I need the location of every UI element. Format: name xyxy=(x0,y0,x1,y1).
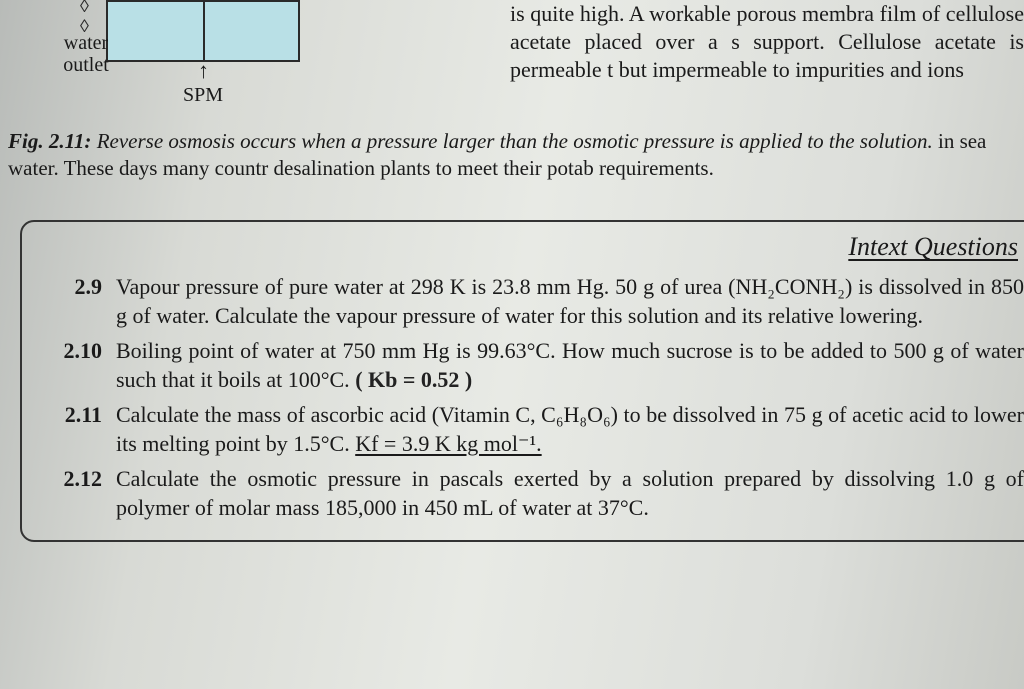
intext-questions-heading: Intext Questions xyxy=(40,232,1024,266)
water-label-line1: water xyxy=(64,32,108,54)
textbook-page: ◊ ◊ water outlet ↑ SPM is quite high. A … xyxy=(0,0,1024,689)
question-2-11: 2.11 Calculate the mass of ascorbic acid… xyxy=(40,400,1024,458)
semipermeable-membrane xyxy=(203,2,205,60)
reverse-osmosis-diagram: ◊ ◊ water outlet ↑ SPM xyxy=(28,0,298,120)
top-paragraph: is quite high. A workable porous membra … xyxy=(510,0,1024,84)
question-2-12: 2.12 Calculate the osmotic pressure in p… xyxy=(40,464,1024,522)
handwritten-annotation: ( Kb = 0.52 ) xyxy=(355,367,472,392)
figure-label: Fig. 2.11: xyxy=(8,129,91,153)
question-text-part: Boiling point of water at 750 mm Hg is 9… xyxy=(116,338,1024,392)
question-text: Boiling point of water at 750 mm Hg is 9… xyxy=(116,336,1024,394)
question-number: 2.11 xyxy=(40,400,116,458)
question-2-9: 2.9 Vapour pressure of pure water at 298… xyxy=(40,272,1024,330)
question-number: 2.9 xyxy=(40,272,116,330)
water-outlet-label: water outlet xyxy=(56,32,116,76)
kf-value: Kf = 3.9 K kg mol⁻¹. xyxy=(355,431,541,456)
spm-label: SPM xyxy=(178,84,228,107)
intext-questions-box: Intext Questions 2.9 Vapour pressure of … xyxy=(20,220,1024,542)
top-region: ◊ ◊ water outlet ↑ SPM is quite high. A … xyxy=(0,0,1024,190)
question-2-10: 2.10 Boiling point of water at 750 mm Hg… xyxy=(40,336,1024,394)
up-arrow-icon: ↑ xyxy=(198,58,209,84)
figure-caption-row: Fig. 2.11: Reverse osmosis occurs when a… xyxy=(8,128,1018,182)
question-text: Calculate the osmotic pressure in pascal… xyxy=(116,464,1024,522)
figure-caption-text: Reverse osmosis occurs when a pressure l… xyxy=(97,129,933,153)
water-label-line2: outlet xyxy=(63,54,109,76)
question-number: 2.10 xyxy=(40,336,116,394)
diagram-vessel xyxy=(106,0,300,62)
question-number: 2.12 xyxy=(40,464,116,522)
water-drop-icon: ◊ xyxy=(80,0,89,17)
question-text-part: Calculate the mass of ascorbic acid (Vit… xyxy=(116,402,1024,456)
question-text: Vapour pressure of pure water at 298 K i… xyxy=(116,272,1024,330)
question-text: Calculate the mass of ascorbic acid (Vit… xyxy=(116,400,1024,458)
